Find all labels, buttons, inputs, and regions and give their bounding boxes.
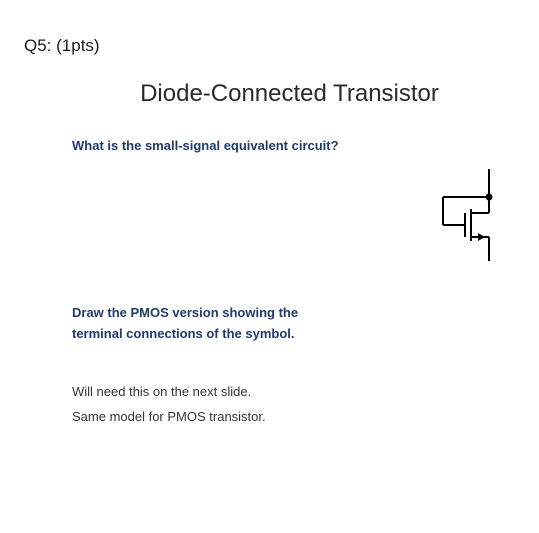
prompt-small-signal: What is the small-signal equivalent circ… bbox=[0, 136, 539, 157]
note-block: Will need this on the next slide. Same m… bbox=[0, 380, 539, 429]
note-line-1: Will need this on the next slide. bbox=[72, 380, 539, 405]
slide-title: Diode-Connected Transistor bbox=[0, 56, 539, 136]
circuit-diagram-container bbox=[0, 169, 539, 259]
question-label: Q5: (1pts) bbox=[0, 0, 539, 56]
prompt-pmos-version: Draw the PMOS version showing the termin… bbox=[0, 303, 360, 345]
note-line-2: Same model for PMOS transistor. bbox=[72, 405, 539, 430]
diode-connected-nmos-icon bbox=[431, 169, 503, 261]
